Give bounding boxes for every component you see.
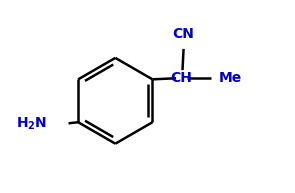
Text: $\mathregular{H_2N}$: $\mathregular{H_2N}$ (16, 115, 47, 131)
Text: CH: CH (171, 71, 192, 85)
Text: CN: CN (173, 27, 194, 41)
Text: Me: Me (219, 71, 242, 85)
